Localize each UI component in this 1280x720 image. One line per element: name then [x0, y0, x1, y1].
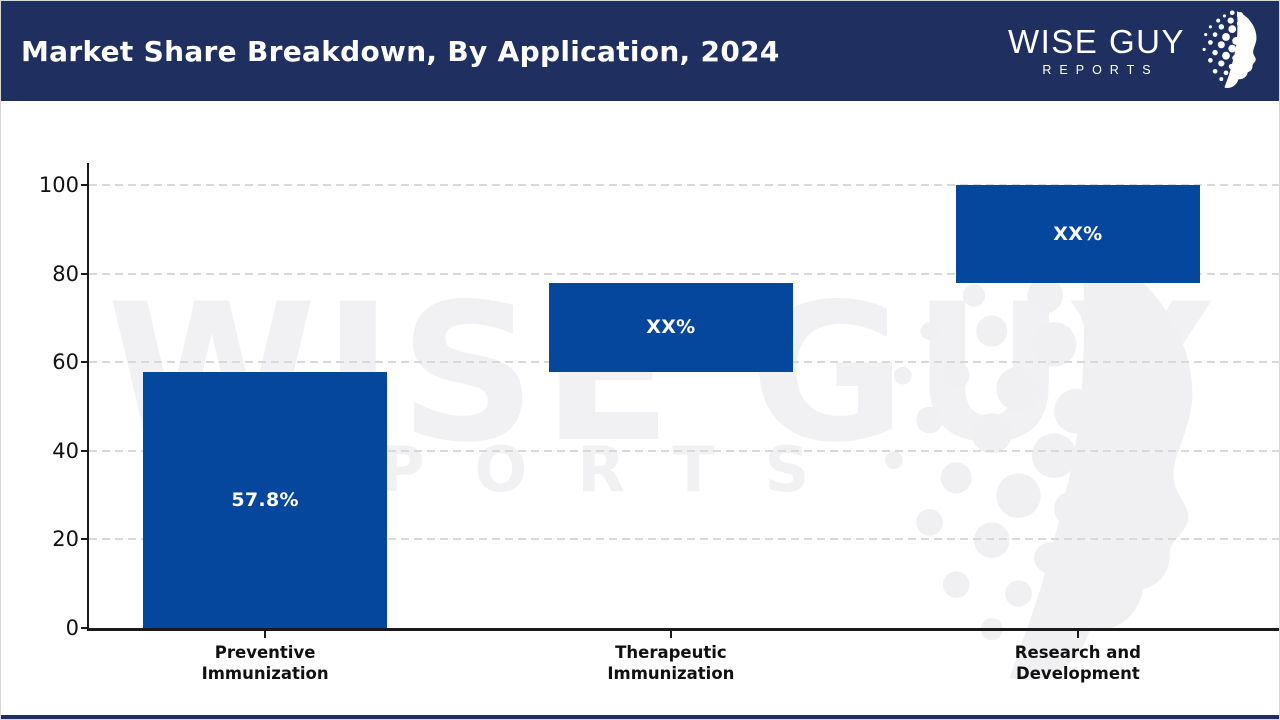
y-tick-label: 0 — [65, 616, 79, 640]
gridline — [89, 538, 1279, 541]
x-tick-mark — [264, 631, 267, 638]
bar-segment: 57.8% — [143, 372, 388, 628]
plot-area: 57.8% XX% XX% — [89, 165, 1279, 628]
plot-region: WISE GUY REPORTS 57.8% XX% XX% 0 20 40 60 80 10… — [1, 101, 1279, 715]
y-tick-mark — [81, 361, 88, 364]
y-tick-label: 20 — [52, 527, 79, 552]
y-axis-line — [87, 163, 89, 630]
y-tick-mark — [81, 449, 88, 452]
gridline — [89, 272, 1279, 275]
x-axis-line — [87, 628, 1279, 631]
x-category-label: Research and Development — [1014, 643, 1141, 683]
y-tick-label: 80 — [52, 261, 79, 286]
bar-value-label: 57.8% — [231, 489, 299, 512]
gridline — [89, 184, 1279, 187]
y-tick-mark — [81, 184, 88, 187]
bar-segment: XX% — [955, 185, 1200, 283]
wiseguy-logo: WISE GUY REPORTS — [1008, 8, 1265, 94]
x-category-label: Preventive Immunization — [201, 643, 329, 683]
gridline — [89, 449, 1279, 452]
y-tick-label: 60 — [52, 350, 79, 375]
wiseguy-head-icon — [1187, 8, 1265, 94]
y-tick-mark — [81, 627, 88, 629]
logo-wordmark: WISE GUY — [1007, 23, 1185, 61]
x-category-label: Therapeutic Immunization — [607, 643, 735, 683]
footer-bar — [1, 715, 1279, 719]
bar-segment: XX% — [548, 282, 793, 373]
bar-value-label: XX% — [1053, 223, 1103, 246]
x-tick-mark — [1076, 631, 1079, 638]
chart-title: Market Share Breakdown, By Application, … — [21, 34, 780, 68]
x-tick-mark — [669, 631, 672, 638]
y-tick-label: 40 — [52, 438, 79, 463]
y-tick-mark — [81, 538, 88, 541]
y-tick-mark — [81, 272, 88, 275]
logo-tagline: REPORTS — [1042, 62, 1159, 77]
bar-value-label: XX% — [646, 316, 696, 339]
y-tick-label: 100 — [38, 173, 79, 198]
header: Market Share Breakdown, By Application, … — [1, 1, 1279, 101]
